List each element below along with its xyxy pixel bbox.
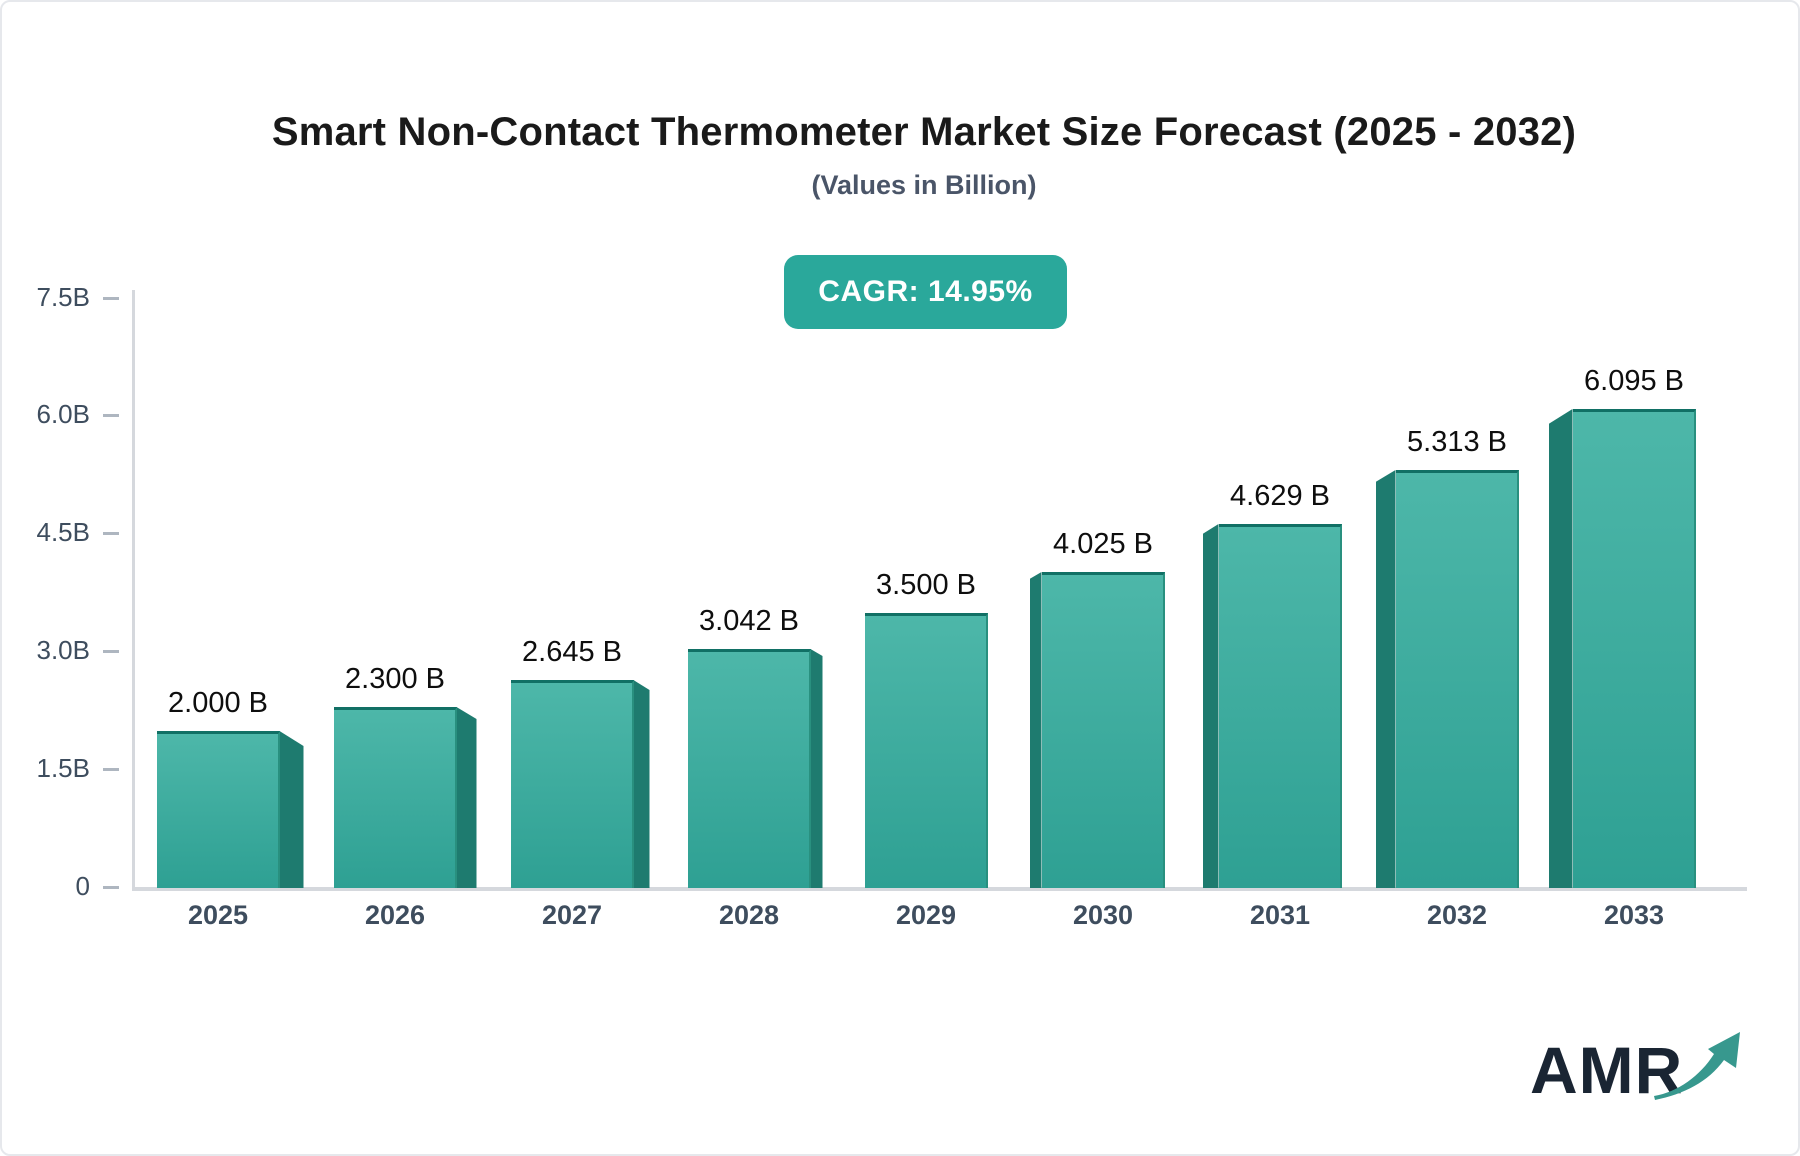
x-axis-label: 2030: [1072, 900, 1134, 930]
amr-logo: AMR: [1530, 1024, 1740, 1124]
bar-value-label: 4.025 B: [1053, 528, 1153, 560]
logo-arrow-icon: [1654, 1032, 1740, 1100]
y-axis-label: 4.5B: [36, 517, 91, 548]
bar-value-label: 3.042 B: [699, 605, 799, 637]
bar-front-face: [333, 707, 457, 888]
bar-side-face: [1029, 572, 1042, 888]
y-axis-label: 3.0B: [36, 635, 91, 666]
bar-value-label: 2.300 B: [345, 663, 445, 695]
x-axis-label: 2031: [1249, 900, 1311, 930]
page-title: Smart Non-Contact Thermometer Market Siz…: [271, 110, 1577, 154]
bar-value-label: 3.500 B: [876, 569, 976, 601]
bar-group: [333, 707, 477, 888]
x-axis-line: [132, 887, 1747, 891]
x-axis-label: 2025: [187, 900, 249, 930]
bar-group: [510, 680, 650, 888]
x-axis-label: 2029: [895, 900, 957, 930]
y-axis-label: 1.5B: [36, 753, 91, 784]
bar-front-face: [1395, 470, 1519, 888]
y-axis-tick: [103, 886, 119, 889]
bar-side-face: [279, 731, 304, 888]
bar-side-face: [1202, 524, 1219, 888]
y-axis-label: 0: [75, 871, 90, 901]
bar-group: [1548, 409, 1696, 888]
bar-value-label: 2.000 B: [168, 687, 268, 719]
bar-side-face: [1375, 470, 1396, 888]
bar-group: [156, 731, 304, 888]
bar-value-label: 6.095 B: [1584, 365, 1684, 397]
y-axis-tick: [103, 768, 119, 772]
bar-group: [1375, 470, 1519, 888]
bar-front-face: [1572, 409, 1696, 888]
bar-value-label: 4.629 B: [1230, 480, 1330, 512]
x-axis-label: 2033: [1603, 900, 1665, 930]
x-axis-label: 2027: [541, 900, 603, 930]
bar-front-face: [510, 680, 634, 888]
x-axis-label: 2026: [364, 900, 426, 930]
y-axis-line: [132, 290, 135, 890]
y-axis-label: 7.5B: [36, 281, 91, 312]
bar-front-face: [1218, 524, 1342, 888]
cagr-badge: CAGR: 14.95%: [784, 255, 1067, 329]
y-axis-tick: [103, 650, 119, 654]
chart-subtitle: (Values in Billion): [811, 170, 1037, 200]
bar-value-label: 5.313 B: [1407, 426, 1507, 458]
y-axis-tick: [103, 414, 119, 418]
bar-group: [687, 649, 823, 888]
bar-front-face: [864, 613, 988, 888]
amr-logo-text: AMR: [1530, 1033, 1684, 1107]
bar-side-face: [1548, 409, 1573, 888]
y-axis-label: 6.0B: [36, 399, 91, 430]
bar-side-face: [633, 680, 650, 888]
x-axis-label: 2032: [1426, 900, 1488, 930]
bar-side-face: [810, 649, 823, 888]
bar-group: [864, 613, 988, 888]
bar-front-face: [687, 649, 811, 888]
bar-group: [1202, 524, 1342, 888]
bar-group: [1029, 572, 1165, 888]
bar-front-face: [1041, 572, 1165, 888]
y-axis-tick: [103, 532, 119, 536]
bar-front-face: [156, 731, 280, 888]
x-axis-label: 2028: [718, 900, 780, 930]
bar-side-face: [456, 707, 477, 888]
y-axis-tick: [103, 296, 119, 300]
bar-value-label: 2.645 B: [522, 636, 622, 668]
